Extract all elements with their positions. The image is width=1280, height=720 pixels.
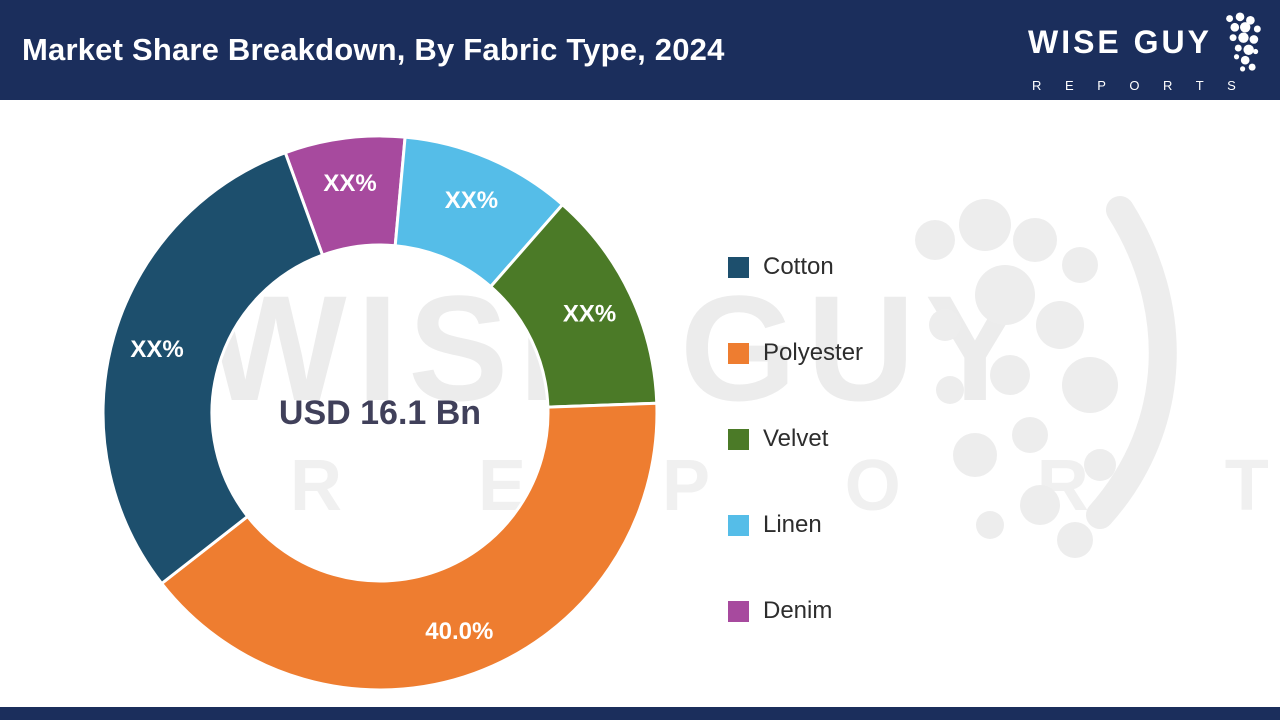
legend-swatch-linen <box>728 514 749 536</box>
donut-segments <box>101 134 659 692</box>
logo-subtext: R E P O R T S <box>1031 78 1246 93</box>
watermark-head-graphic <box>915 196 1177 558</box>
legend-label: Polyester <box>763 339 864 366</box>
segment-polyester <box>160 401 659 692</box>
donut-center-label: USD 16.1 Bn <box>279 394 481 432</box>
legend-swatch-polyester <box>728 342 749 364</box>
legend-swatch-cotton <box>728 256 749 278</box>
logo-wordmark: WISE GUY <box>1027 23 1212 60</box>
legend-swatch-denim <box>728 600 749 622</box>
legend-label: Denim <box>763 597 833 624</box>
footer-bar <box>0 707 1280 720</box>
legend-label: Linen <box>763 511 822 538</box>
legend-item-polyester: Polyester <box>728 341 863 365</box>
legend-item-denim: Denim <box>728 599 863 623</box>
legend-item-velvet: Velvet <box>728 427 863 451</box>
header-bar: Market Share Breakdown, By Fabric Type, … <box>0 0 1280 100</box>
segment-cotton <box>101 151 324 585</box>
segment-label-velvet: XX% <box>563 301 616 328</box>
legend-item-linen: Linen <box>728 513 863 537</box>
logo: WISE GUY R E P O R T S <box>1028 9 1266 93</box>
segment-label-linen: XX% <box>445 187 498 214</box>
legend-swatch-velvet <box>728 428 749 450</box>
segment-label-cotton: XX% <box>130 336 183 363</box>
page-title: Market Share Breakdown, By Fabric Type, … <box>22 32 725 67</box>
legend: Cotton Polyester Velvet Linen Denim <box>728 255 863 623</box>
legend-label: Velvet <box>763 425 829 452</box>
logo-head-icon <box>1226 12 1261 72</box>
legend-item-cotton: Cotton <box>728 255 863 279</box>
legend-label: Cotton <box>763 253 834 280</box>
segment-label-denim: XX% <box>323 170 376 197</box>
segment-label-polyester: 40.0% <box>425 618 493 645</box>
donut-labels: XX% XX% XX% 40.0% XX% <box>130 170 616 645</box>
